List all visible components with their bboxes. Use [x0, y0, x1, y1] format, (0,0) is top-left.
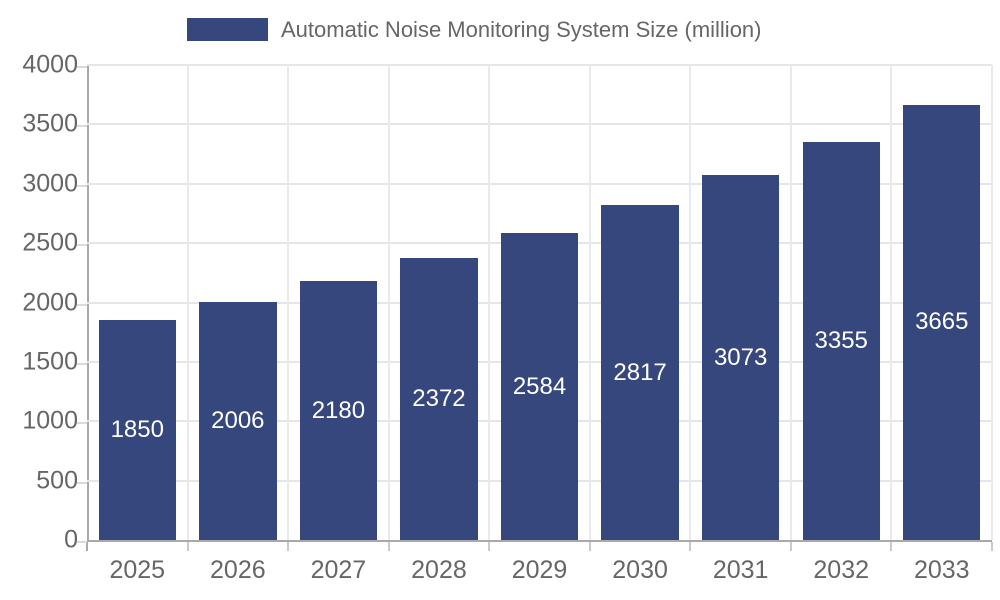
legend-item[interactable]: Automatic Noise Monitoring System Size (…	[187, 18, 762, 41]
category-gridline	[588, 65, 591, 540]
y-tick-mark	[77, 303, 87, 306]
y-tick-mark	[77, 66, 87, 68]
x-tick-mark	[287, 542, 290, 551]
bar-value-label: 2180	[311, 396, 366, 424]
x-tick-mark	[689, 542, 692, 551]
y-tick-label: 2000	[22, 288, 78, 316]
bar[interactable]: 3073	[701, 175, 780, 540]
bar[interactable]: 2584	[500, 233, 579, 540]
x-tick-label: 2028	[411, 556, 467, 584]
bar[interactable]: 3355	[802, 141, 880, 540]
x-tick-label: 2033	[913, 556, 970, 584]
y-tick-label: 2500	[22, 228, 78, 257]
y-tick-mark	[77, 481, 87, 484]
bar[interactable]: 3665	[903, 104, 981, 540]
y-tick-label: 0	[64, 525, 78, 554]
y-tick-label: 500	[36, 466, 78, 495]
y-tick-mark	[77, 125, 87, 128]
y-tick-label: 4000	[22, 50, 78, 79]
x-tick-label: 2032	[813, 556, 870, 584]
bar[interactable]: 2006	[199, 301, 277, 540]
x-tick-mark	[588, 542, 591, 551]
x-tick-label: 2029	[511, 556, 568, 584]
bar[interactable]: 2180	[299, 281, 378, 540]
bar[interactable]: 1850	[98, 320, 176, 540]
bar-value-label: 3665	[915, 308, 969, 336]
bar-value-label: 2006	[211, 406, 265, 434]
x-tick-label: 2026	[210, 556, 266, 584]
x-tick-label: 2031	[712, 556, 769, 584]
bar-value-label: 2817	[613, 358, 667, 386]
category-gridline	[287, 65, 290, 540]
y-tick-label: 3000	[22, 169, 78, 198]
bar-cell: 2180	[288, 65, 389, 540]
bar[interactable]: 2372	[400, 258, 478, 540]
bar-cell: 3355	[791, 65, 892, 540]
x-tick-label: 2027	[310, 556, 367, 584]
y-tick-label: 1000	[22, 406, 78, 435]
bar-cell: 2006	[188, 65, 289, 540]
bar-value-label: 2372	[412, 385, 466, 413]
category-gridline	[186, 65, 189, 540]
gridline	[87, 182, 992, 185]
bar-cell: 2372	[389, 65, 490, 540]
x-axis-labels: 2025 2026 2027 2028 2029 2030 2031 2032 2033	[87, 556, 992, 585]
bar-cell: 2584	[489, 65, 590, 540]
x-tick-mark	[890, 542, 893, 551]
x-tick-label: 2025	[109, 556, 166, 584]
legend-label: Automatic Noise Monitoring System Size (…	[281, 17, 762, 42]
x-tick-mark	[488, 542, 491, 551]
gridline	[87, 123, 992, 126]
bar-cell: 3073	[690, 65, 791, 540]
category-gridline	[387, 65, 390, 540]
y-tick-mark	[77, 422, 87, 425]
category-gridline	[890, 65, 893, 540]
bar-value-label: 3355	[814, 326, 868, 354]
bar-cell: 1850	[87, 65, 188, 540]
bars-layer: 1850 2006 2180 2372 2584 2817 3073 3355 3665	[87, 65, 992, 540]
plot-area: 1850 2006 2180 2372 2584 2817 3073 3355 3665 202…	[22, 51, 993, 584]
y-tick-mark	[77, 244, 87, 247]
y-tick-mark	[77, 362, 87, 365]
gridline	[87, 64, 992, 66]
category-gridline	[789, 65, 792, 540]
x-tick-mark	[387, 542, 390, 551]
x-tick-mark	[789, 542, 792, 551]
x-tick-label: 2030	[612, 556, 668, 584]
bar[interactable]: 2817	[601, 205, 679, 540]
bar-value-label: 1850	[110, 416, 164, 444]
y-tick-mark	[77, 184, 87, 187]
category-gridline	[488, 65, 491, 540]
x-tick-mark	[86, 542, 88, 551]
bar-value-label: 3073	[713, 343, 768, 371]
category-gridline	[689, 65, 692, 540]
y-tick-label: 1500	[22, 347, 78, 376]
category-gridline	[991, 65, 993, 540]
legend-swatch-icon	[187, 18, 268, 41]
x-tick-mark	[186, 542, 189, 551]
y-axis	[89, 65, 992, 540]
x-tick-mark	[991, 542, 993, 551]
y-tick-label: 3500	[22, 109, 78, 138]
bar-cell: 3665	[892, 65, 993, 540]
y-tick-mark	[77, 541, 87, 543]
bar-cell: 2817	[590, 65, 691, 540]
bar-value-label: 2584	[512, 372, 567, 400]
